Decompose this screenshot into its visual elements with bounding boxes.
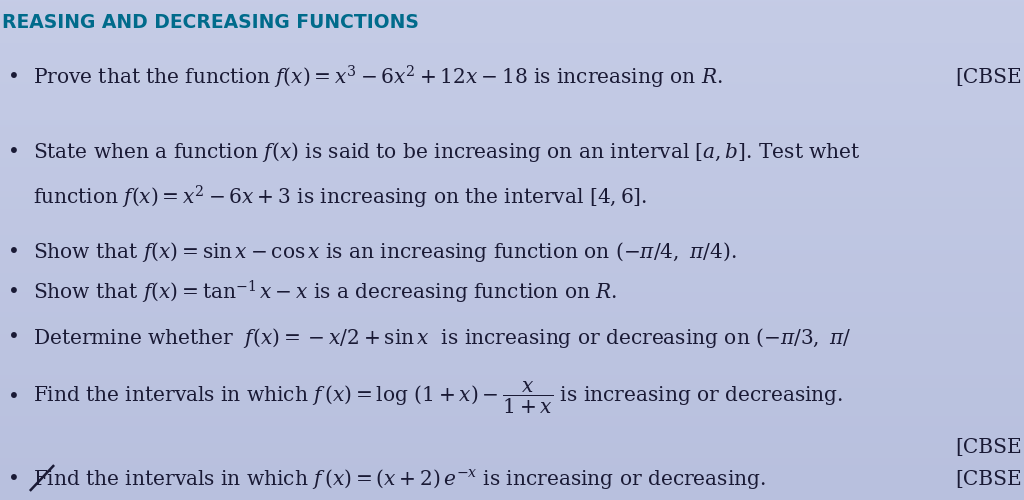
Text: •: • [8, 143, 20, 162]
Text: function $f(x) = x^2 - 6x + 3$ is increasing on the interval $[4, 6]$.: function $f(x) = x^2 - 6x + 3$ is increa… [33, 184, 647, 211]
Text: •: • [8, 388, 20, 407]
Text: REASING AND DECREASING FUNCTIONS: REASING AND DECREASING FUNCTIONS [2, 12, 419, 32]
Text: •: • [8, 68, 20, 87]
Text: •: • [8, 328, 20, 347]
Text: Determine whether  $f(x) = -x/2 + \sin x$  is increasing or decreasing on $(-\pi: Determine whether $f(x) = -x/2 + \sin x$… [33, 326, 851, 349]
Text: •: • [8, 283, 20, 302]
Text: [CBSE: [CBSE [955, 438, 1022, 457]
Text: •: • [8, 243, 20, 262]
Text: State when a function $f(x)$ is said to be increasing on an interval $[a, b]$. T: State when a function $f(x)$ is said to … [33, 140, 860, 164]
Text: Prove that the function $f(x) = x^3 - 6x^2 + 12x - 18$ is increasing on $R$.: Prove that the function $f(x) = x^3 - 6x… [33, 64, 723, 91]
Text: Find the intervals in which $f\,(x) = \log\,(1 + x) - \dfrac{x}{1+x}$ is increas: Find the intervals in which $f\,(x) = \l… [33, 380, 843, 416]
Text: Show that $f(x) = \tan^{-1} x - x$ is a decreasing function on $R$.: Show that $f(x) = \tan^{-1} x - x$ is a … [33, 279, 617, 306]
Text: [CBSE: [CBSE [955, 470, 1022, 488]
Text: [CBSE: [CBSE [955, 68, 1022, 87]
Text: •: • [8, 470, 20, 488]
Text: Find the intervals in which $f\,(x) = (x + 2)\, e^{-x}$ is increasing or decreas: Find the intervals in which $f\,(x) = (x… [33, 467, 766, 491]
Text: Show that $f(x) = \sin x - \cos x$ is an increasing function on $(-\pi/4,\ \pi/4: Show that $f(x) = \sin x - \cos x$ is an… [33, 240, 736, 264]
